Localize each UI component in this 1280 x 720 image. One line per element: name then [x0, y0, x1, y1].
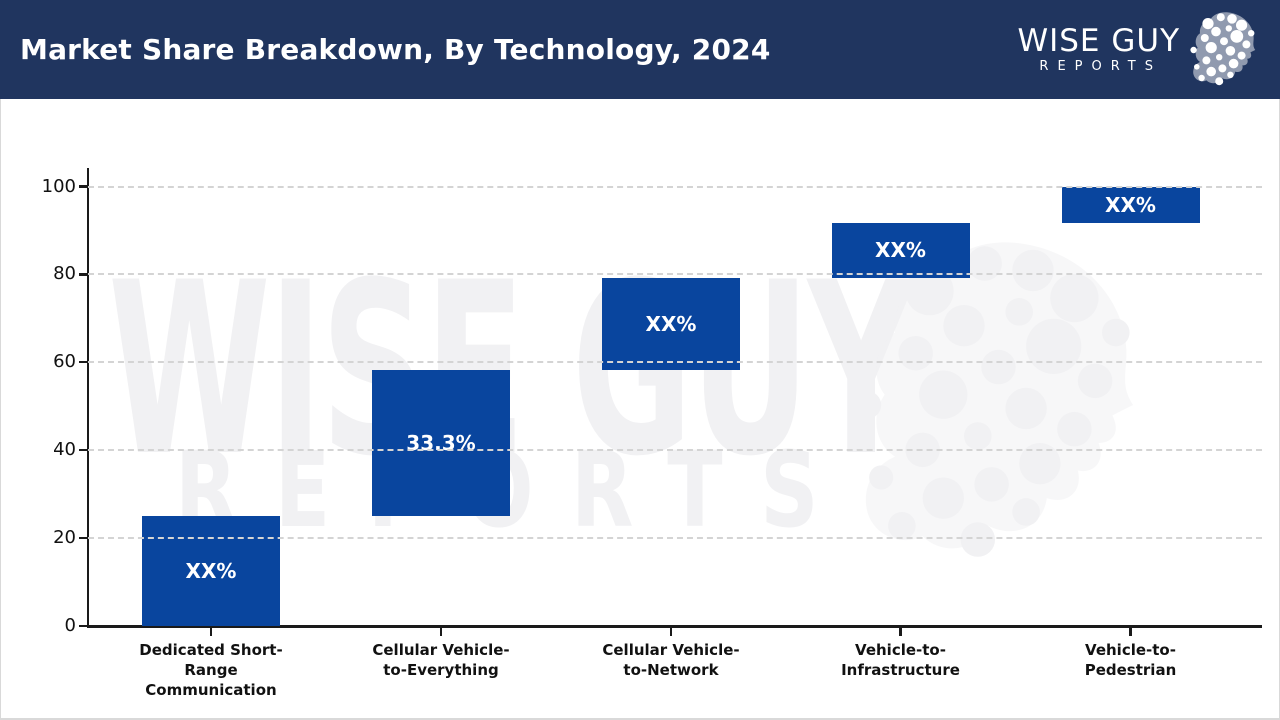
- wiseguy-logo-text: WISE GUY REPORTS: [1017, 25, 1180, 75]
- wiseguy-logo: WISE GUY REPORTS: [1017, 6, 1266, 94]
- y-axis-tick-label: 20: [53, 527, 76, 549]
- bar-value-label: XX%: [645, 311, 697, 336]
- bar-value-label: XX%: [185, 559, 237, 584]
- y-axis-tick-label: 0: [64, 615, 76, 636]
- gridline: [88, 361, 1262, 364]
- gridline: [88, 273, 1262, 276]
- x-axis-line: [87, 625, 1262, 628]
- watermark-head-logo: [853, 242, 1134, 557]
- x-axis-tick: [1129, 627, 1132, 636]
- waterfall-bar: XX%: [142, 516, 280, 626]
- y-axis-tick: [79, 361, 88, 364]
- bar-value-label: 33.3%: [406, 430, 476, 455]
- category-label: Vehicle-to- Infrastructure: [841, 641, 960, 679]
- wiseguy-head-icon: [1190, 11, 1256, 85]
- category-label: Cellular Vehicle- to-Network: [602, 641, 740, 679]
- wiseguy-logo-name: WISE GUY: [1017, 22, 1180, 59]
- y-axis-tick: [79, 536, 88, 540]
- y-axis-line: [87, 168, 90, 627]
- x-axis-tick: [899, 627, 902, 636]
- wiseguy-logo-subtitle: REPORTS: [1039, 59, 1163, 75]
- bar-value-label: XX%: [1105, 192, 1156, 217]
- x-axis-tick: [439, 627, 443, 636]
- waterfall-bar: XX%: [602, 277, 740, 370]
- bar-value-label: XX%: [875, 238, 926, 263]
- y-axis-tick-label: 60: [53, 351, 76, 373]
- y-axis-tick: [79, 185, 88, 188]
- waterfall-bar: 33.3%: [372, 369, 510, 517]
- header-bar: Market Share Breakdown, By Technology, 2…: [0, 0, 1280, 99]
- gridline: [88, 185, 1262, 188]
- category-label: Dedicated Short- Range Communication: [139, 641, 283, 699]
- category-label: Vehicle-to- Pedestrian: [1084, 641, 1177, 679]
- waterfall-bar: XX%: [1061, 186, 1200, 223]
- chart-title: Market Share Breakdown, By Technology, 2…: [20, 33, 771, 66]
- y-axis-tick-label: 100: [41, 175, 76, 197]
- y-axis-tick: [79, 273, 88, 276]
- y-axis-tick: [79, 449, 88, 452]
- y-axis-tick: [79, 624, 88, 628]
- gridline: [88, 537, 1262, 540]
- waterfall-bar: XX%: [831, 222, 970, 278]
- x-axis-tick: [209, 627, 213, 636]
- x-axis-tick: [669, 627, 673, 636]
- y-axis-tick-label: 80: [53, 263, 76, 285]
- y-axis-tick-label: 40: [53, 439, 76, 461]
- category-label: Cellular Vehicle- to-Everything: [372, 641, 510, 679]
- gridline: [88, 449, 1262, 452]
